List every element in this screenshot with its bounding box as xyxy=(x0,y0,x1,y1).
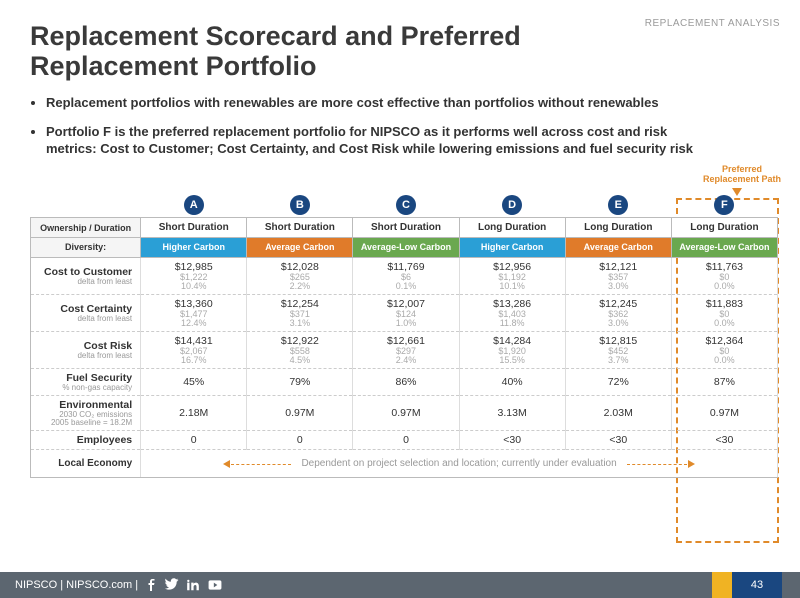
metric-cell: 72% xyxy=(565,369,671,396)
metric-cell: $12,121$3573.0% xyxy=(565,258,671,295)
metric-cell: $11,769$60.1% xyxy=(353,258,459,295)
metric-row: Environmental2030 CO₂ emissions2005 base… xyxy=(31,396,778,431)
metric-cell: $12,254$3713.1% xyxy=(247,295,353,332)
row-header: Cost Riskdelta from least xyxy=(31,332,141,369)
metric-cell: $12,007$1241.0% xyxy=(353,295,459,332)
row-header: Cost to Customerdelta from least xyxy=(31,258,141,295)
portfolio-badge: D xyxy=(502,195,522,215)
metric-cell: $12,245$3623.0% xyxy=(565,295,671,332)
diversity-row: Diversity: Higher Carbon Average Carbon … xyxy=(31,238,778,258)
metric-cell: <30 xyxy=(565,431,671,450)
diversity-cell: Higher Carbon xyxy=(459,238,565,258)
metric-cell: 86% xyxy=(353,369,459,396)
bullet-list: Replacement portfolios with renewables a… xyxy=(30,95,710,170)
metric-cell: $12,956$1,19210.1% xyxy=(459,258,565,295)
portfolio-badge: C xyxy=(396,195,416,215)
metric-cell: $12,364$00.0% xyxy=(671,332,777,369)
diversity-cell: Average Carbon xyxy=(247,238,353,258)
page-title: Replacement Scorecard and Preferred Repl… xyxy=(30,22,630,81)
metric-cell: 45% xyxy=(141,369,247,396)
metric-cell: 0 xyxy=(353,431,459,450)
metric-cell: $11,763$00.0% xyxy=(671,258,777,295)
metric-cell: 87% xyxy=(671,369,777,396)
metric-cell: 0 xyxy=(141,431,247,450)
row-header: Diversity: xyxy=(31,238,141,258)
metric-cell: 2.03M xyxy=(565,396,671,431)
metric-cell: $12,985$1,22210.4% xyxy=(141,258,247,295)
metric-cell: 79% xyxy=(247,369,353,396)
preferred-path-label: Preferred Replacement Path xyxy=(702,165,782,185)
duration-cell: Long Duration xyxy=(671,218,777,238)
duration-cell: Short Duration xyxy=(247,218,353,238)
metric-cell: $12,661$2972.4% xyxy=(353,332,459,369)
arrow-right-icon xyxy=(688,460,695,468)
metric-cell: 0 xyxy=(247,431,353,450)
twitter-icon xyxy=(164,578,180,592)
metric-cell: 40% xyxy=(459,369,565,396)
row-header: Cost Certaintydelta from least xyxy=(31,295,141,332)
metric-cell: $14,284$1,92015.5% xyxy=(459,332,565,369)
metric-row: Cost Riskdelta from least$14,431$2,06716… xyxy=(31,332,778,369)
metric-cell: $11,883$00.0% xyxy=(671,295,777,332)
metric-row: Cost to Customerdelta from least$12,985$… xyxy=(31,258,778,295)
section-tag: REPLACEMENT ANALYSIS xyxy=(645,18,780,29)
bullet-item: Replacement portfolios with renewables a… xyxy=(46,95,710,112)
portfolio-badge-row: A B C D E F xyxy=(31,195,778,218)
page-number: 43 xyxy=(732,572,782,598)
metric-cell: 0.97M xyxy=(247,396,353,431)
diversity-cell: Average-Low Carbon xyxy=(353,238,459,258)
duration-cell: Short Duration xyxy=(353,218,459,238)
metric-cell: $12,815$4523.7% xyxy=(565,332,671,369)
diversity-cell: Average-Low Carbon xyxy=(671,238,777,258)
metric-cell: <30 xyxy=(671,431,777,450)
portfolio-badge: F xyxy=(714,195,734,215)
metric-cell: 2.18M xyxy=(141,396,247,431)
metric-cell: $12,922$5584.5% xyxy=(247,332,353,369)
diversity-cell: Higher Carbon xyxy=(141,238,247,258)
portfolio-badge: A xyxy=(184,195,204,215)
scorecard-table: A B C D E F Ownership / Duration Short D… xyxy=(30,195,778,478)
row-header: Ownership / Duration xyxy=(31,218,141,238)
footer-bar: NIPSCO | NIPSCO.com | 43 xyxy=(0,572,800,598)
duration-cell: Long Duration xyxy=(565,218,671,238)
bullet-item: Portfolio F is the preferred replacement… xyxy=(46,124,710,158)
row-header: Environmental2030 CO₂ emissions2005 base… xyxy=(31,396,141,431)
metric-cell: <30 xyxy=(459,431,565,450)
portfolio-badge: B xyxy=(290,195,310,215)
row-header: Employees xyxy=(31,431,141,450)
metric-cell: $13,286$1,40311.8% xyxy=(459,295,565,332)
metric-cell: 0.97M xyxy=(353,396,459,431)
facebook-icon xyxy=(146,578,158,592)
metric-cell: 3.13M xyxy=(459,396,565,431)
metric-cell: $13,360$1,47712.4% xyxy=(141,295,247,332)
local-economy-row: Local Economy Dependent on project selec… xyxy=(31,450,778,478)
metric-cell: 0.97M xyxy=(671,396,777,431)
duration-cell: Short Duration xyxy=(141,218,247,238)
linkedin-icon xyxy=(186,578,200,592)
footer-brand: NIPSCO | NIPSCO.com | xyxy=(0,579,138,591)
metric-row: Employees000<30<30<30 xyxy=(31,431,778,450)
duration-row: Ownership / Duration Short Duration Shor… xyxy=(31,218,778,238)
metric-row: Fuel Security% non-gas capacity45%79%86%… xyxy=(31,369,778,396)
metric-cell: $14,431$2,06716.7% xyxy=(141,332,247,369)
portfolio-badge: E xyxy=(608,195,628,215)
row-header: Fuel Security% non-gas capacity xyxy=(31,369,141,396)
footer-accent xyxy=(712,572,732,598)
duration-cell: Long Duration xyxy=(459,218,565,238)
metric-row: Cost Certaintydelta from least$13,360$1,… xyxy=(31,295,778,332)
diversity-cell: Average Carbon xyxy=(565,238,671,258)
arrow-left-icon xyxy=(223,460,230,468)
local-economy-note: Dependent on project selection and locat… xyxy=(301,458,616,469)
social-icons xyxy=(138,578,224,592)
metric-cell: $12,028$2652.2% xyxy=(247,258,353,295)
row-header: Local Economy xyxy=(31,450,141,478)
youtube-icon xyxy=(206,578,224,592)
